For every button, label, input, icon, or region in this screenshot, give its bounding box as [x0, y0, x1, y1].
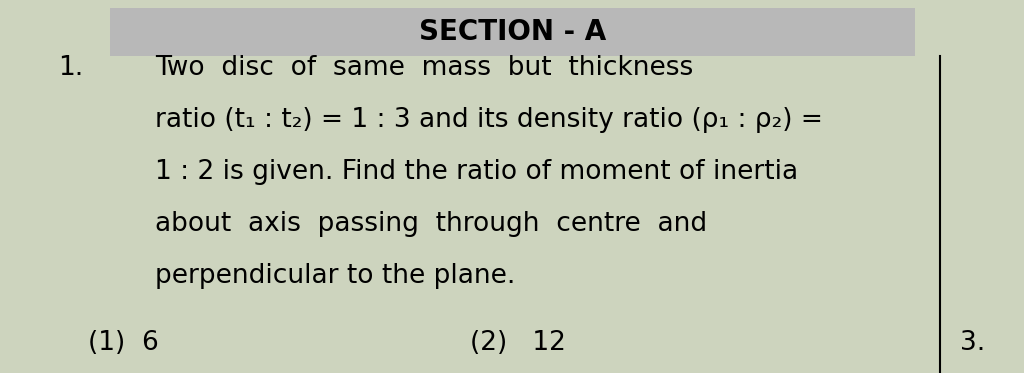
Text: (2)   12: (2) 12: [470, 330, 566, 356]
Text: SECTION - A: SECTION - A: [419, 18, 606, 46]
Bar: [110, 8, 915, 56]
Text: ratio (t₁ : t₂) = 1 : 3 and its density ratio (ρ₁ : ρ₂) =: ratio (t₁ : t₂) = 1 : 3 and its density …: [155, 107, 823, 133]
Text: 1 : 2 is given. Find the ratio of moment of inertia: 1 : 2 is given. Find the ratio of moment…: [155, 159, 798, 185]
Text: 3.: 3.: [961, 330, 985, 356]
Text: (1)  6: (1) 6: [88, 330, 159, 356]
Text: 1.: 1.: [58, 55, 83, 81]
Text: about  axis  passing  through  centre  and: about axis passing through centre and: [155, 211, 708, 237]
Text: perpendicular to the plane.: perpendicular to the plane.: [155, 263, 515, 289]
Text: Two  disc  of  same  mass  but  thickness: Two disc of same mass but thickness: [155, 55, 693, 81]
